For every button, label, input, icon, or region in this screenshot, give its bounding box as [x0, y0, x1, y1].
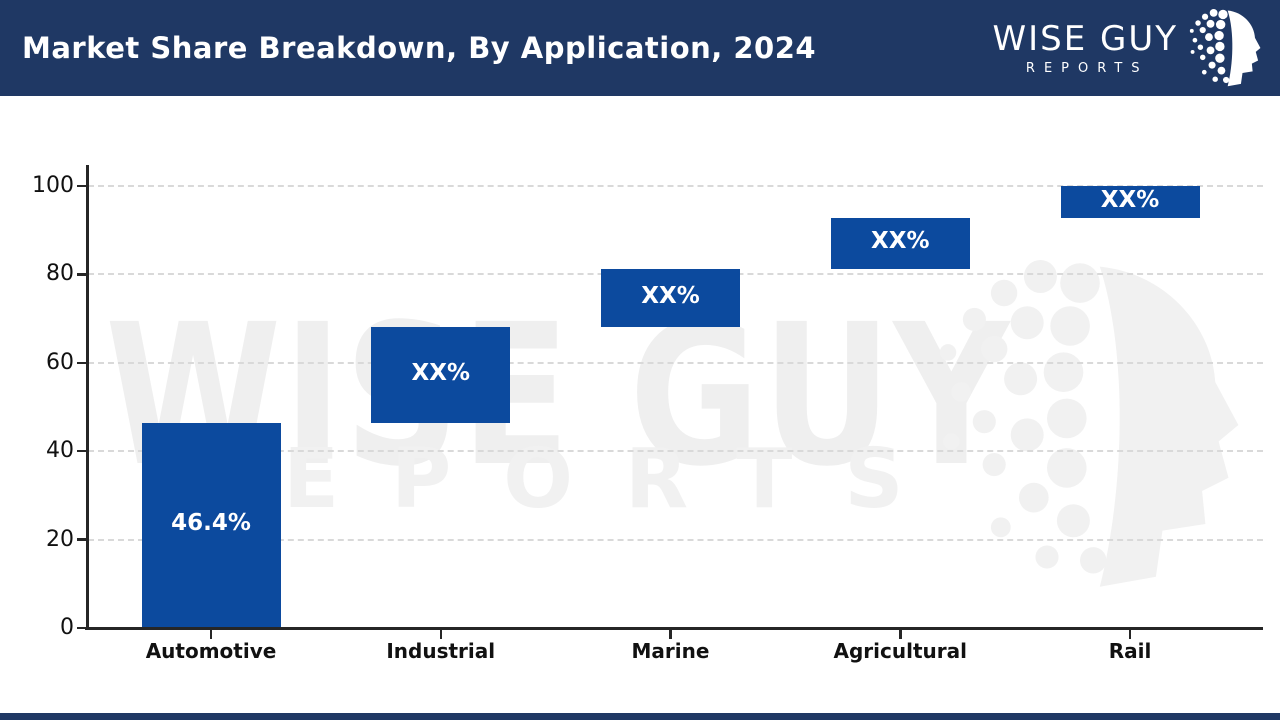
x-axis-category-label: Marine — [631, 639, 710, 663]
x-axis-category-label: Automotive — [145, 639, 277, 663]
x-axis-tick — [209, 630, 213, 639]
bar-segment — [1060, 186, 1200, 218]
bar-value-label: XX% — [870, 228, 930, 255]
gridline — [88, 450, 1263, 453]
x-axis-category-label: Rail — [1108, 639, 1152, 663]
x-axis-line — [85, 626, 1263, 630]
watermark-head-icon — [939, 260, 1239, 587]
footer-bar — [0, 713, 1280, 720]
x-axis-tick — [1128, 630, 1132, 639]
bar-value-label: XX% — [1100, 186, 1160, 213]
y-axis-line — [86, 165, 89, 630]
page-title: Market Share Breakdown, By Application, … — [22, 31, 817, 65]
y-axis-tick-label: 20 — [46, 526, 74, 552]
y-axis-tick — [77, 361, 87, 365]
y-axis-tick — [77, 184, 87, 188]
brand-logo-text: WISE GUY REPORTS — [992, 22, 1178, 75]
brand-name: WISE GUY — [992, 18, 1178, 59]
watermark-subtitle: REPORTS — [168, 432, 956, 527]
x-axis-tick — [439, 630, 442, 639]
y-axis-tick-label: 40 — [46, 438, 74, 464]
head-profile-logo-icon — [1189, 9, 1261, 87]
gridline — [88, 538, 1263, 541]
bar-segment — [830, 217, 970, 270]
y-axis-tick-label: 100 — [32, 173, 74, 198]
bar-segment — [141, 422, 281, 628]
y-axis-tick — [77, 273, 87, 276]
x-axis-tick — [669, 630, 672, 639]
brand-logo: WISE GUY REPORTS — [992, 7, 1262, 89]
gridline — [88, 185, 1263, 187]
x-axis-category-label: Industrial — [386, 639, 496, 663]
x-axis-category-label: Agricultural — [833, 639, 967, 663]
y-axis-tick-label: 80 — [46, 261, 74, 287]
bar-segment — [601, 269, 740, 327]
y-axis-tick-label: 60 — [46, 349, 74, 375]
bar-value-label: XX% — [411, 359, 470, 386]
header: Market Share Breakdown, By Application, … — [0, 0, 1280, 96]
x-axis-tick — [899, 630, 902, 639]
y-axis-tick-label: 0 — [60, 615, 74, 640]
brand-subname: REPORTS — [1025, 60, 1149, 76]
bar-segment — [371, 326, 511, 423]
bar-value-label: XX% — [641, 283, 700, 310]
y-axis-tick — [77, 449, 87, 453]
bar-value-label: 46.4% — [171, 510, 251, 537]
y-axis-tick — [77, 626, 87, 630]
y-axis-tick — [77, 538, 87, 541]
gridline — [88, 361, 1263, 364]
